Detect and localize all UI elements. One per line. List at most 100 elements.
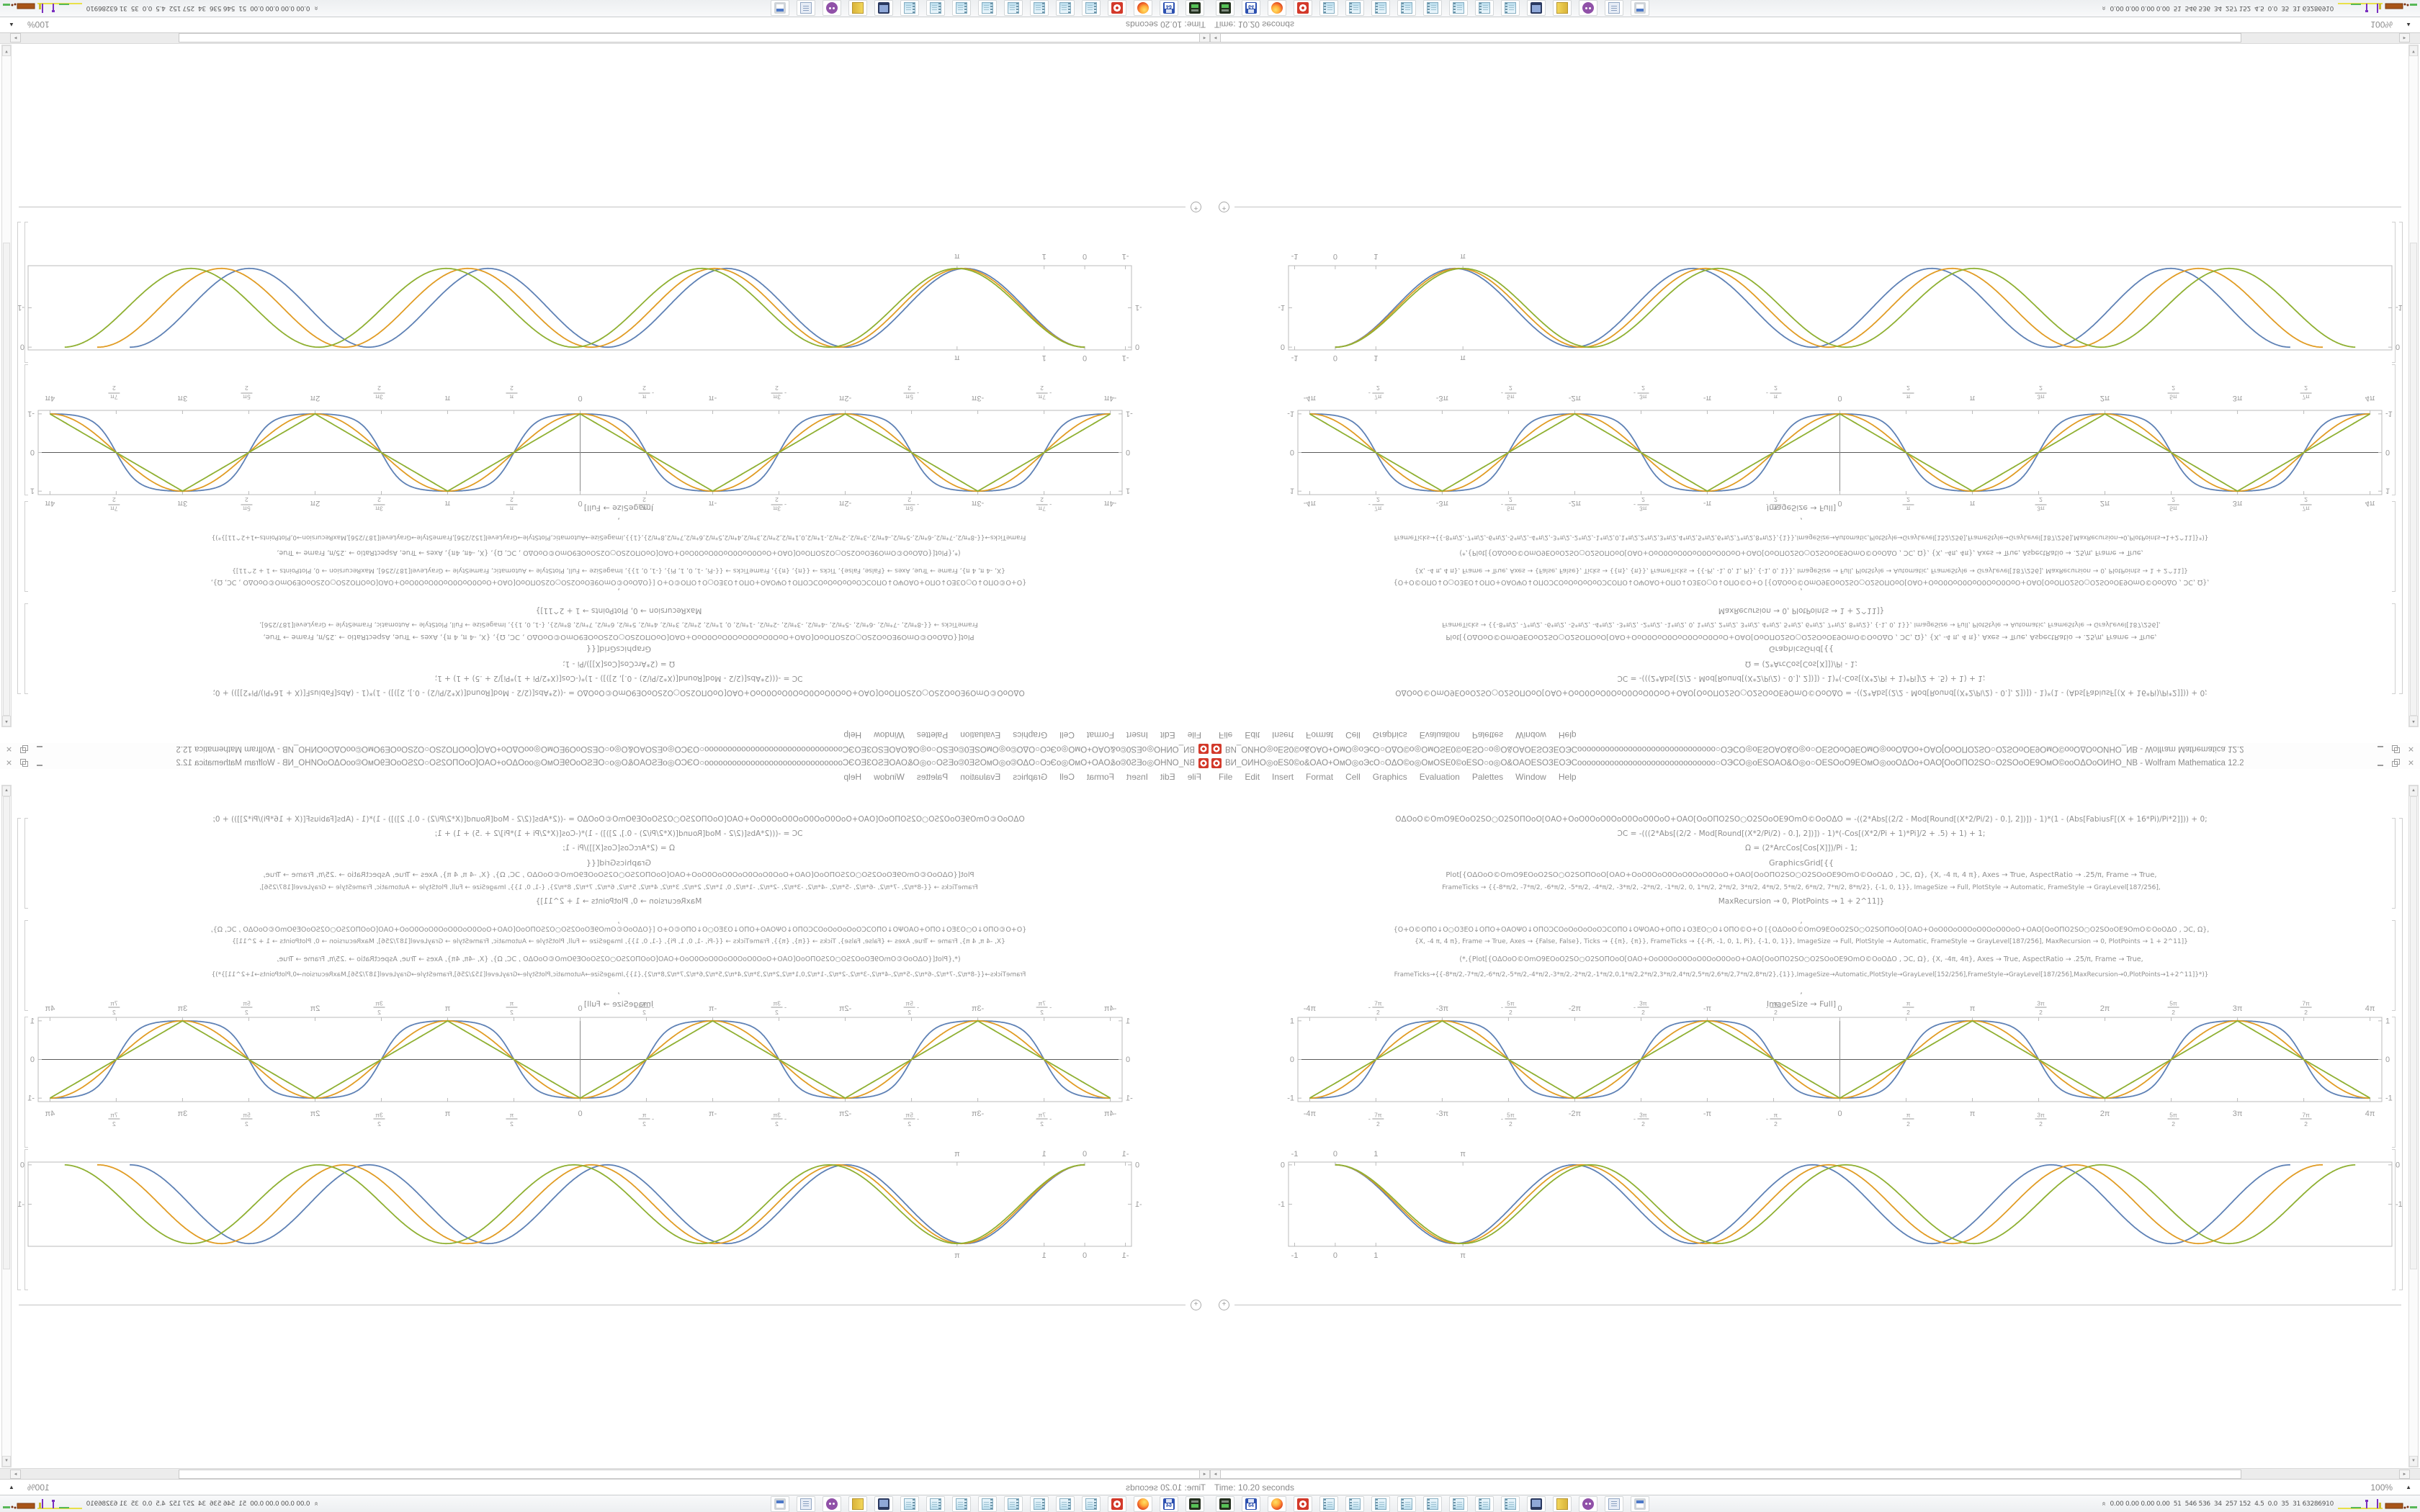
code-line-9[interactable]: {Ο+Ο©ΟΠΟ↓Ο○Ο3ΕΟ↓ΟΠΟ+ΟΑΟΨΟ↓ΟΠΟƆCΟοΟοΟοΟοΟ… bbox=[210, 926, 1027, 934]
taskbar-button-floppy-64-2[interactable] bbox=[1160, 1495, 1178, 1512]
minimize-button[interactable] bbox=[2376, 759, 2385, 767]
scroll-up-icon[interactable]: ▲ bbox=[2, 786, 11, 796]
horizontal-scroll-thumb[interactable] bbox=[1220, 1470, 2241, 1479]
menu-edit[interactable]: Edit bbox=[1160, 730, 1175, 740]
code-line-13[interactable]: , bbox=[1800, 986, 1803, 996]
tray-collapse-icon[interactable]: « bbox=[2099, 1501, 2108, 1506]
code-line-1[interactable]: ΟΔΟοΟ©ΟmΟ9ΕΟοΟ2SΟ○Ο2SΟΠΟοΟ[ΟΑΟ+ΟοΟ0ΟοΟ0Ο… bbox=[212, 815, 1025, 824]
scroll-right-icon[interactable]: ► bbox=[2399, 33, 2410, 42]
tray-collapse-icon[interactable]: « bbox=[2099, 6, 2108, 11]
code-line-9[interactable]: {Ο+Ο©ΟΠΟ↓Ο○Ο3ΕΟ↓ΟΠΟ+ΟΑΟΨΟ↓ΟΠΟƆCΟοΟοΟοΟοΟ… bbox=[1393, 578, 2210, 586]
taskbar-button-notepad-9[interactable] bbox=[978, 0, 997, 17]
taskbar-button-scroll-16[interactable] bbox=[797, 1495, 815, 1512]
menu-evaluation[interactable]: Evaluation bbox=[960, 772, 1001, 782]
close-button[interactable]: × bbox=[6, 744, 12, 756]
code-line-7[interactable]: MaxRecursion → 0, PlotPoints → 1 + 2^11]… bbox=[535, 897, 702, 906]
window-titlebar[interactable]: ВИ_ОИНО◎оΕЅ0©о&ОΑО+ОмО◎оЭсО○ОΔО©о◎ОмОЅΕ0… bbox=[0, 743, 1210, 756]
magnification-control[interactable]: 100% ▲ bbox=[9, 20, 50, 30]
code-line-2[interactable]: ƆC = -(((2*Abs[(2/2 - Mod[Round[(X*2/Pi/… bbox=[434, 674, 803, 683]
code-line-2[interactable]: ƆC = -(((2*Abs[(2/2 - Mod[Round[(X*2/Pi/… bbox=[434, 829, 803, 838]
restore-button[interactable] bbox=[19, 746, 29, 754]
menu-palettes[interactable]: Palettes bbox=[916, 772, 949, 782]
insert-cell-icon[interactable] bbox=[1191, 1300, 1201, 1310]
menu-window[interactable]: Window bbox=[1515, 730, 1546, 740]
menu-graphics[interactable]: Graphics bbox=[1372, 772, 1407, 782]
taskbar-button-red-gear-4[interactable] bbox=[1294, 0, 1312, 17]
insert-cell-icon[interactable] bbox=[1191, 202, 1201, 212]
taskbar-button-notepad-7[interactable] bbox=[1371, 0, 1390, 17]
taskbar-button-red-gear-4[interactable] bbox=[1294, 1495, 1312, 1512]
menu-file[interactable]: File bbox=[1219, 730, 1233, 740]
scroll-down-icon[interactable]: ▼ bbox=[2, 45, 11, 56]
code-line-11[interactable]: (*,{Plot[{ΟΔΟοΟ©ΟmΟ9ΕΟοΟ2SΟ○Ο2SΟΠΟοΟ[ΟΑΟ… bbox=[277, 955, 961, 963]
menu-evaluation[interactable]: Evaluation bbox=[960, 730, 1001, 740]
menu-cell[interactable]: Cell bbox=[1345, 772, 1361, 782]
code-line-4[interactable]: GraphicsGrid[{{ bbox=[1769, 644, 1834, 654]
menu-palettes[interactable]: Palettes bbox=[1471, 730, 1504, 740]
taskbar-button-notepad-12[interactable] bbox=[1501, 1495, 1520, 1512]
menu-help[interactable]: Help bbox=[1558, 730, 1577, 740]
taskbar-button-monitor-13[interactable] bbox=[1527, 1495, 1546, 1512]
vertical-scrollbar[interactable]: ▲ ▼ bbox=[2408, 45, 2419, 727]
taskbar-button-notepad-8[interactable] bbox=[1397, 0, 1416, 17]
taskbar-button-notepad-11[interactable] bbox=[926, 1495, 945, 1512]
taskbar-button-notepad-8[interactable] bbox=[1004, 1495, 1023, 1512]
restore-button[interactable] bbox=[2391, 758, 2401, 767]
menu-file[interactable]: File bbox=[1187, 730, 1201, 740]
code-line-5[interactable]: Plot[{ΟΔΟοΟ©ΟmΟ9ΕΟοΟ2SΟ○Ο2SΟΠΟοΟ[ΟΑΟ+ΟοΟ… bbox=[1446, 633, 2157, 641]
taskbar-button-notepad-7[interactable] bbox=[1030, 0, 1049, 17]
menu-window[interactable]: Window bbox=[874, 730, 905, 740]
scroll-right-icon[interactable]: ► bbox=[10, 33, 21, 42]
taskbar-button-notepad-9[interactable] bbox=[1423, 1495, 1442, 1512]
taskbar-button-window-17[interactable] bbox=[1631, 1495, 1649, 1512]
cell-bracket[interactable] bbox=[2399, 818, 2403, 1290]
menu-insert[interactable]: Insert bbox=[1272, 730, 1294, 740]
menu-cell[interactable]: Cell bbox=[1345, 730, 1361, 740]
code-line-9[interactable]: {Ο+Ο©ΟΠΟ↓Ο○Ο3ΕΟ↓ΟΠΟ+ΟΑΟΨΟ↓ΟΠΟƆCΟοΟοΟοΟοΟ… bbox=[1393, 926, 2210, 934]
taskbar-button-yellow-doc-14[interactable] bbox=[848, 1495, 867, 1512]
taskbar-button-notepad-6[interactable] bbox=[1056, 1495, 1075, 1512]
code-line-3[interactable]: Ω = (2*ArcCos[Cos[X]])/Pi - 1; bbox=[1745, 660, 1857, 668]
magnification-control[interactable]: 100% ▲ bbox=[2370, 1482, 2411, 1493]
taskbar-button-monitor-13[interactable] bbox=[874, 0, 893, 17]
close-button[interactable]: × bbox=[6, 756, 12, 768]
vertical-scrollbar[interactable]: ▲ ▼ bbox=[1, 785, 12, 1467]
cell-bracket[interactable] bbox=[2392, 818, 2396, 909]
menu-cell[interactable]: Cell bbox=[1059, 730, 1075, 740]
scroll-up-icon[interactable]: ▲ bbox=[2409, 786, 2418, 796]
horizontal-scrollbar[interactable]: ◄ ► bbox=[1210, 32, 2420, 44]
magnification-control[interactable]: 100% ▲ bbox=[2370, 20, 2411, 30]
taskbar-button-purple-bot-15[interactable] bbox=[1579, 1495, 1597, 1512]
taskbar-button-purple-bot-15[interactable] bbox=[823, 1495, 841, 1512]
menu-file[interactable]: File bbox=[1219, 772, 1233, 782]
taskbar-button-notepad-12[interactable] bbox=[900, 1495, 919, 1512]
code-line-12[interactable]: FrameTicks→{{-8*π/2,-7*π/2,-6*π/2,-5*π/2… bbox=[211, 534, 1026, 541]
menu-cell[interactable]: Cell bbox=[1059, 772, 1075, 782]
code-line-10[interactable]: {X, -4 π, 4 π}, Frame → True, Axes → {Fa… bbox=[1415, 567, 2188, 574]
menu-insert[interactable]: Insert bbox=[1272, 772, 1294, 782]
vertical-scrollbar[interactable]: ▲ ▼ bbox=[2408, 785, 2419, 1467]
menu-insert[interactable]: Insert bbox=[1126, 730, 1148, 740]
menu-format[interactable]: Format bbox=[1086, 772, 1114, 782]
code-line-6[interactable]: FrameTicks → {{-8*π/2, -7*π/2, -6*π/2, -… bbox=[1442, 884, 2161, 891]
code-line-5[interactable]: Plot[{ΟΔΟοΟ©ΟmΟ9ΕΟοΟ2SΟ○Ο2SΟΠΟοΟ[ΟΑΟ+ΟοΟ… bbox=[263, 633, 974, 641]
menu-format[interactable]: Format bbox=[1086, 730, 1114, 740]
taskbar-button-green-device-1[interactable] bbox=[1186, 0, 1204, 17]
scroll-down-icon[interactable]: ▼ bbox=[2409, 45, 2418, 56]
menu-graphics[interactable]: Graphics bbox=[1372, 730, 1407, 740]
taskbar-button-monitor-13[interactable] bbox=[874, 1495, 893, 1512]
menu-help[interactable]: Help bbox=[1558, 772, 1577, 782]
taskbar-button-floppy-64-2[interactable] bbox=[1242, 1495, 1260, 1512]
horizontal-scroll-thumb[interactable] bbox=[179, 33, 1200, 42]
code-line-4[interactable]: GraphicsGrid[{{ bbox=[586, 858, 651, 868]
code-line-4[interactable]: GraphicsGrid[{{ bbox=[586, 644, 651, 654]
window-titlebar[interactable]: ВИ_ОИНО◎оΕЅ0©о&ОΑО+ОмО◎оЭсО○ОΔО©о◎ОмОЅΕ0… bbox=[1210, 743, 2420, 756]
notebook-content[interactable]: ΟΔΟοΟ©ΟmΟ9ΕΟοΟ2SΟ○Ο2SΟΠΟοΟ[ΟΑΟ+ΟοΟ0ΟοΟ0Ο… bbox=[1210, 785, 2420, 1469]
taskbar-button-window-17[interactable] bbox=[771, 0, 789, 17]
taskbar-button-firefox-3[interactable] bbox=[1134, 0, 1152, 17]
menu-help[interactable]: Help bbox=[843, 730, 862, 740]
taskbar-button-notepad-11[interactable] bbox=[926, 0, 945, 17]
code-line-6[interactable]: FrameTicks → {{-8*π/2, -7*π/2, -6*π/2, -… bbox=[259, 884, 978, 891]
taskbar-button-firefox-3[interactable] bbox=[1268, 1495, 1286, 1512]
insert-cell-icon[interactable] bbox=[1219, 202, 1229, 212]
